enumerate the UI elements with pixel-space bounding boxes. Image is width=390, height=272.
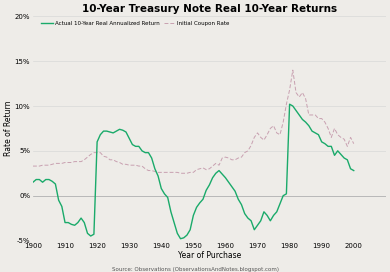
Actual 10-Year Real Annualized Return: [181, 236, 186, 239]
Initial Coupon Rate: [111, 158, 115, 162]
Title: 10-Year Treasury Note Real 10-Year Returns: 10-Year Treasury Note Real 10-Year Retur…: [82, 4, 337, 14]
Actual 10-Year Real Annualized Return: [259, 219, 263, 222]
X-axis label: Year of Purchase: Year of Purchase: [178, 251, 241, 260]
Initial Coupon Rate: [53, 162, 58, 165]
Actual 10-Year Real Annualized Return: [287, 103, 292, 106]
Line: Actual 10-Year Real Annualized Return: Actual 10-Year Real Annualized Return: [33, 104, 354, 239]
Legend: Actual 10-Year Real Annualized Return, Initial Coupon Rate: Actual 10-Year Real Annualized Return, I…: [39, 19, 232, 29]
Actual 10-Year Real Annualized Return: [53, 183, 58, 186]
Initial Coupon Rate: [178, 172, 183, 175]
Y-axis label: Rate of Return: Rate of Return: [4, 101, 13, 156]
Initial Coupon Rate: [226, 156, 231, 160]
Actual 10-Year Real Annualized Return: [275, 210, 279, 214]
Actual 10-Year Real Annualized Return: [351, 169, 356, 172]
Actual 10-Year Real Annualized Return: [31, 181, 35, 184]
Text: Source: Observations (ObservationsAndNotes.blogspot.com): Source: Observations (ObservationsAndNot…: [112, 267, 278, 272]
Actual 10-Year Real Annualized Return: [226, 181, 231, 184]
Initial Coupon Rate: [181, 172, 186, 175]
Actual 10-Year Real Annualized Return: [178, 237, 183, 240]
Initial Coupon Rate: [259, 136, 263, 139]
Initial Coupon Rate: [351, 142, 356, 145]
Initial Coupon Rate: [31, 165, 35, 168]
Initial Coupon Rate: [291, 69, 295, 72]
Line: Initial Coupon Rate: Initial Coupon Rate: [33, 70, 354, 173]
Actual 10-Year Real Annualized Return: [111, 131, 115, 135]
Initial Coupon Rate: [275, 131, 279, 135]
